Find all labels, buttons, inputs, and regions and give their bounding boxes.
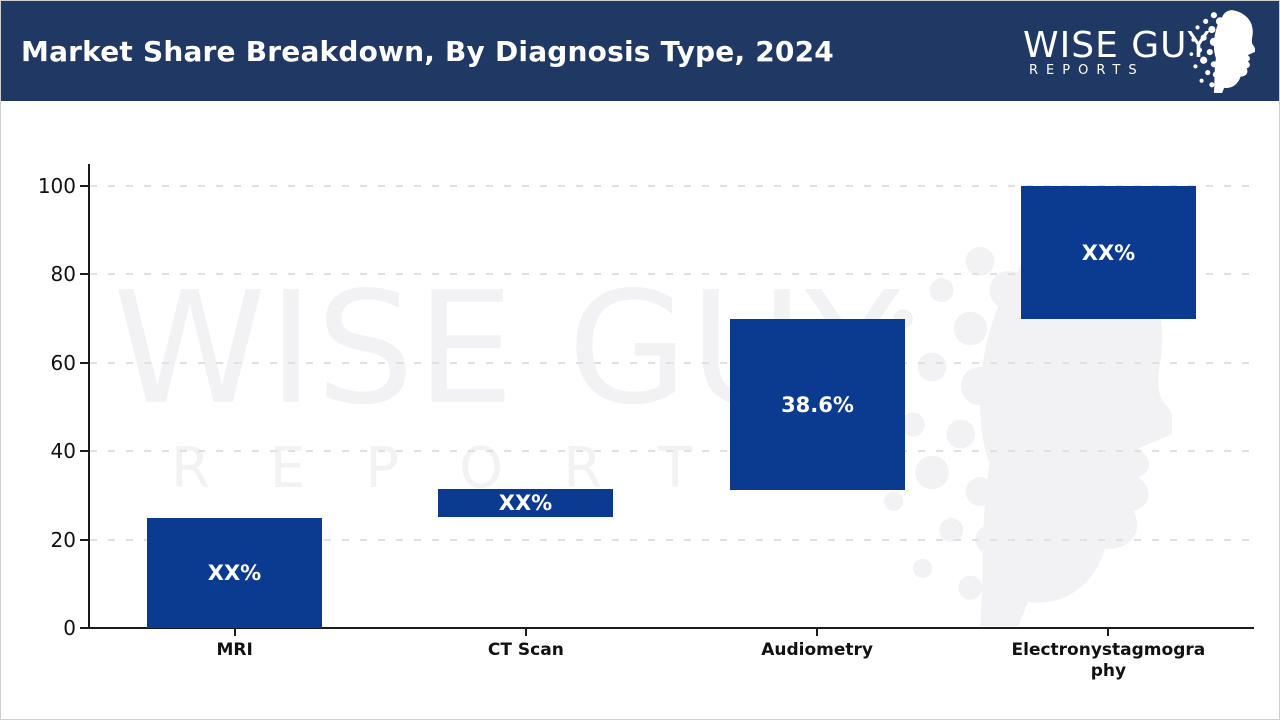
gridline (90, 273, 1255, 276)
y-tick-mark (80, 185, 88, 188)
gridline (90, 185, 1255, 188)
bar-value-label: 38.6% (781, 392, 854, 417)
x-tick-mark (1107, 628, 1110, 636)
x-axis-line (88, 627, 1254, 629)
y-tick-label: 40 (50, 439, 76, 464)
logo-face-dots-icon (1189, 10, 1255, 93)
bar-value-label: XX% (1081, 240, 1136, 265)
x-tick-mark (524, 628, 527, 636)
y-tick-mark (80, 627, 88, 629)
x-tick-mark (816, 628, 819, 636)
bar-value-label: XX% (207, 561, 262, 585)
x-tick-label: Electronystagmogra phy (1011, 640, 1206, 681)
bar-electronystagmogra: XX% (1021, 186, 1196, 319)
wise-guy-logo: WISE GUY REPORTS (1023, 1, 1273, 101)
gridline (90, 450, 1255, 453)
y-tick-mark (80, 450, 88, 453)
y-axis-line (88, 164, 90, 629)
logo-reports-text: REPORTS (1029, 63, 1145, 78)
bar-value-label: XX% (498, 491, 553, 515)
bar-audiometry: 38.6% (730, 319, 905, 490)
y-tick-label: 60 (50, 350, 76, 375)
y-tick-mark (80, 538, 88, 541)
watermark-reports-text: REPORTS (171, 436, 848, 501)
x-tick-label: MRI (216, 640, 253, 660)
y-tick-mark (80, 361, 88, 364)
bar-mri: XX% (147, 518, 322, 628)
y-tick-label: 20 (50, 527, 76, 552)
page-title: Market Share Breakdown, By Diagnosis Typ… (21, 34, 834, 68)
x-tick-label: Audiometry (761, 640, 874, 660)
logo-wordmark: WISE GUY (1023, 25, 1211, 66)
y-tick-mark (80, 273, 88, 276)
y-tick-label: 0 (63, 616, 76, 640)
y-tick-label: 100 (37, 174, 76, 199)
x-tick-label: CT Scan (487, 640, 564, 660)
gridline (90, 361, 1255, 364)
watermark-face-dots-icon (865, 237, 1172, 626)
gridline (90, 538, 1255, 541)
bar-ct-scan: XX% (438, 489, 613, 517)
header-banner: Market Share Breakdown, By Diagnosis Typ… (1, 1, 1279, 101)
y-tick-label: 80 (50, 262, 76, 287)
x-tick-mark (233, 628, 236, 636)
